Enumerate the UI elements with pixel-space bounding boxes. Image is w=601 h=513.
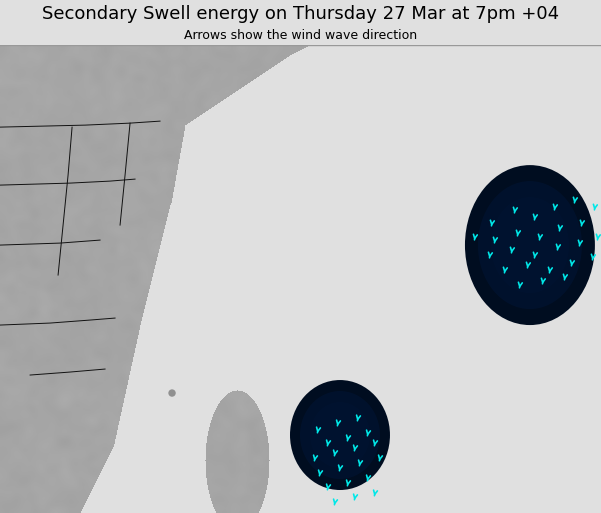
Circle shape	[169, 390, 175, 396]
Ellipse shape	[465, 165, 595, 325]
Ellipse shape	[300, 391, 380, 479]
Ellipse shape	[491, 197, 569, 293]
Ellipse shape	[478, 181, 582, 309]
Text: Secondary Swell energy on Thursday 27 Mar at 7pm +04: Secondary Swell energy on Thursday 27 Ma…	[42, 5, 559, 23]
Ellipse shape	[290, 380, 390, 490]
Ellipse shape	[310, 402, 370, 468]
Text: Arrows show the wind wave direction: Arrows show the wind wave direction	[184, 29, 417, 42]
